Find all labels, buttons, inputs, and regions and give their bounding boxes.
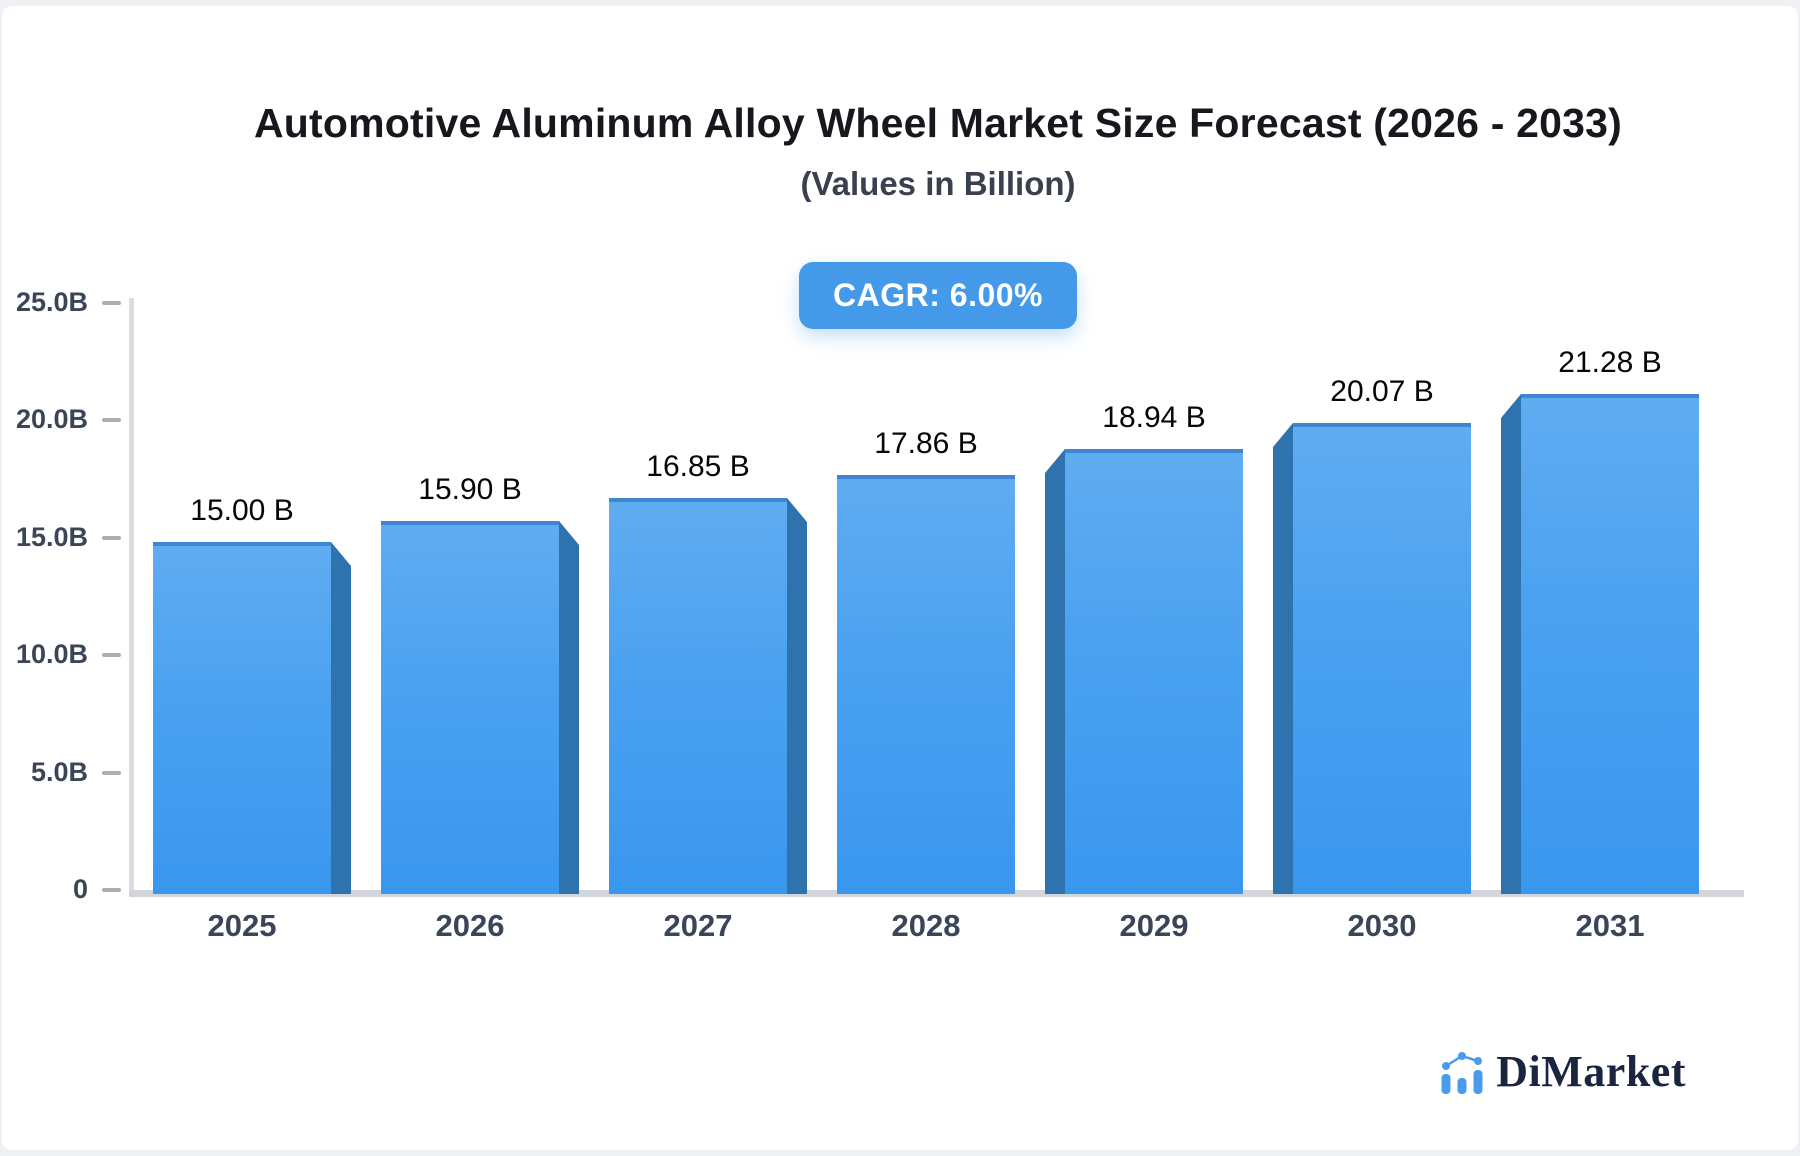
bar-3d-side (787, 498, 807, 894)
y-tick-label: 20.0B (15, 404, 88, 435)
y-tick-mark (102, 770, 121, 775)
bar-group: 18.94 B (1040, 303, 1268, 894)
y-tick-mark (102, 888, 121, 892)
x-axis-label: 2027 (663, 908, 733, 943)
bars-layer: 15.00 B 15.90 B 16.85 B 17.86 B 18.94 B 20.07… (128, 303, 1724, 894)
cagr-badge: CAGR: 6.00% (799, 262, 1077, 329)
bar-value-label: 20.07 B (1330, 375, 1434, 408)
y-tick-mark (102, 653, 121, 658)
bar-3d-side (1045, 449, 1065, 894)
bar-group: 15.90 B (356, 303, 584, 894)
x-axis-label: 2025 (207, 908, 277, 943)
bar-value-label: 15.90 B (418, 473, 522, 506)
bar (1521, 394, 1699, 894)
chart-subtitle: (Values in Billion) (800, 165, 1076, 202)
bar-3d-side (331, 542, 351, 894)
bar-3d-side (1501, 394, 1521, 894)
y-tick-mark (102, 535, 121, 540)
bar-group: 15.00 B (128, 303, 356, 894)
y-tick-label: 10.0B (15, 639, 88, 670)
dimarket-logo: DiMarket (1440, 1048, 1686, 1094)
bar-value-label: 18.94 B (1102, 401, 1206, 434)
bar-value-label: 17.86 B (874, 427, 978, 460)
bar (609, 498, 787, 894)
y-axis-line (129, 298, 134, 897)
bar-value-label: 15.00 B (190, 494, 294, 527)
bar (1065, 449, 1243, 894)
y-tick-label: 0 (72, 874, 88, 904)
bar-group: 21.28 B (1496, 303, 1724, 894)
x-axis-label: 2026 (435, 908, 505, 943)
bar-3d-side (1273, 423, 1293, 894)
x-axis-label: 2029 (1119, 908, 1189, 943)
bar-value-label: 16.85 B (646, 450, 750, 483)
y-tick-mark (102, 301, 121, 305)
y-axis: 25.0B 20.0B 15.0B 10.0B 5.0B 0 (2, 287, 132, 904)
y-tick-label: 25.0B (15, 287, 88, 317)
chart-header: Automotive Aluminum Alloy Wheel Market S… (138, 100, 1738, 203)
bar (837, 475, 1015, 894)
x-axis-label: 2028 (891, 908, 961, 943)
chart-title: Automotive Aluminum Alloy Wheel Market S… (253, 100, 1623, 146)
bar-group: 16.85 B (584, 303, 812, 894)
x-axis-label: 2030 (1347, 908, 1417, 943)
y-tick-label: 15.0B (15, 521, 88, 552)
chart-card: Automotive Aluminum Alloy Wheel Market S… (2, 6, 1798, 1150)
bar-value-label: 21.28 B (1558, 346, 1662, 379)
dimarket-logo-text: DiMarket (1496, 1047, 1686, 1096)
bar-3d-side (559, 521, 579, 894)
bar (381, 521, 559, 894)
x-axis-label: 2031 (1575, 908, 1645, 943)
y-tick-mark (102, 418, 121, 423)
x-axis: 2025 2026 2027 2028 2029 2030 2031 (128, 908, 1724, 952)
bar-group: 20.07 B (1268, 303, 1496, 894)
bar (153, 542, 331, 894)
bar (1293, 423, 1471, 894)
bar-group: 17.86 B (812, 303, 1040, 894)
dimarket-logo-icon (1441, 1052, 1483, 1094)
y-tick-label: 5.0B (30, 756, 88, 787)
